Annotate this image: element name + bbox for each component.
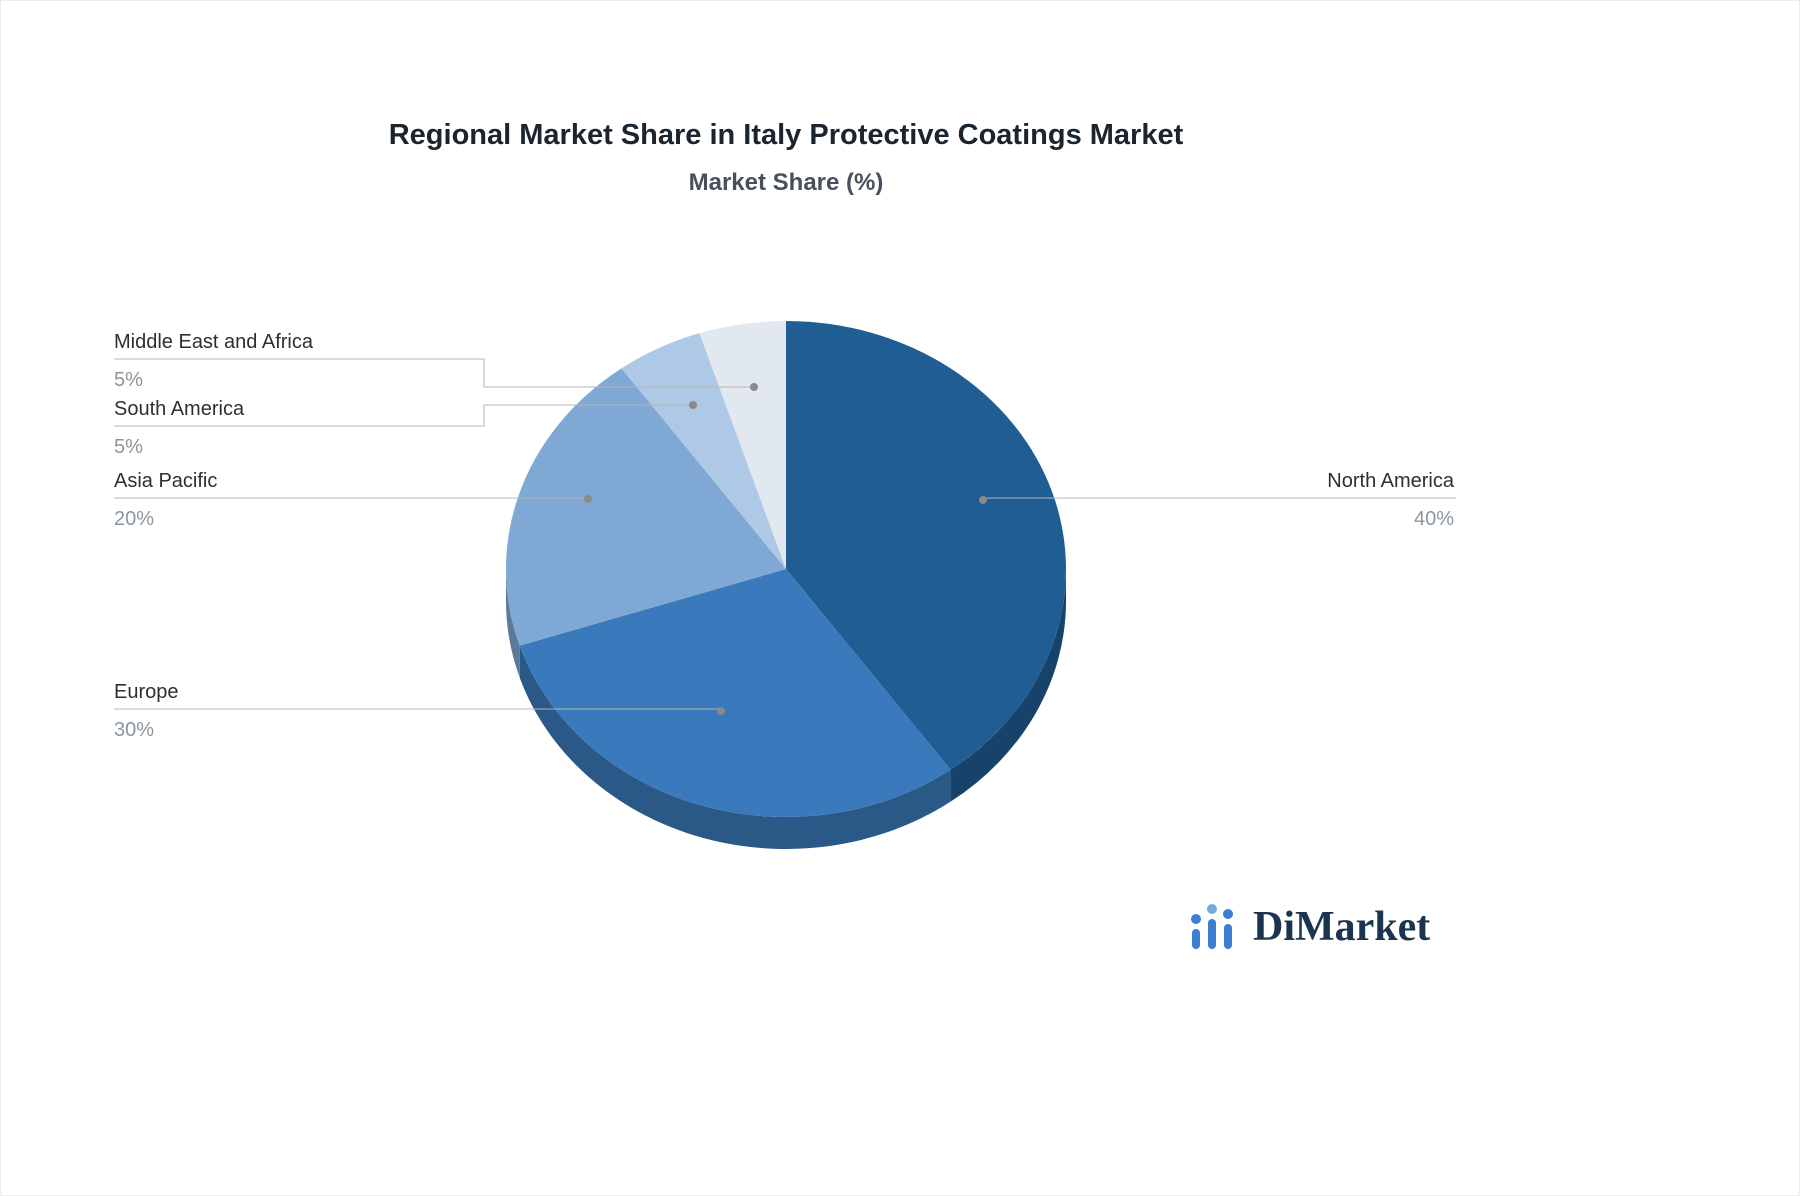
slice-label-value: 5% xyxy=(114,436,143,458)
leader-dot-asia-pacific xyxy=(584,495,592,503)
slice-label-name: Middle East and Africa xyxy=(114,331,313,353)
slice-label-name: North America xyxy=(1327,470,1454,492)
leader-dot-middle-east-and-africa xyxy=(750,383,758,391)
slice-label-value: 20% xyxy=(114,508,155,530)
pie-slice-side-europe xyxy=(519,645,951,849)
slice-label-name: Europe xyxy=(114,681,179,703)
pie-slice-side-north-america xyxy=(950,569,1066,802)
slice-label-value: 30% xyxy=(114,719,155,741)
slice-label-south-america: South America 5% xyxy=(114,396,244,460)
slice-label-value: 40% xyxy=(1413,508,1454,530)
pie-slice-south-america[interactable] xyxy=(621,333,786,569)
slice-label-north-america: North America 40% xyxy=(1327,468,1454,532)
leader-line-south-america xyxy=(114,404,693,427)
leader-dot-north-america xyxy=(979,496,987,504)
pie-slice-north-america[interactable] xyxy=(786,321,1066,770)
dimarket-wordmark: DiMarket xyxy=(1253,904,1431,950)
dimarket-logo: DiMarket xyxy=(1187,901,1430,953)
slice-label-name: Asia Pacific xyxy=(114,470,218,492)
slice-label-name: South America xyxy=(114,398,245,420)
pie-slice-asia-pacific[interactable] xyxy=(506,368,786,646)
chart-title: Regional Market Share in Italy Protectiv… xyxy=(388,119,1184,151)
slice-label-middle-east-and-africa: Middle East and Africa 5% xyxy=(114,329,313,393)
slice-label-value: 5% xyxy=(114,369,143,391)
slice-label-asia-pacific: Asia Pacific 20% xyxy=(114,468,217,532)
bar-chart-logo-icon xyxy=(1191,904,1233,949)
leader-line-middle-east-and-africa xyxy=(114,358,754,388)
slice-label-europe: Europe 30% xyxy=(114,679,179,743)
pie-slice-europe[interactable] xyxy=(519,569,951,818)
pie-slice-side-asia-pacific xyxy=(506,569,520,678)
chart-subtitle: Market Share (%) xyxy=(688,169,884,196)
leader-dot-south-america xyxy=(689,401,697,409)
leader-dot-europe xyxy=(717,707,725,715)
pie-slice-middle-east-and-africa[interactable] xyxy=(699,321,786,569)
